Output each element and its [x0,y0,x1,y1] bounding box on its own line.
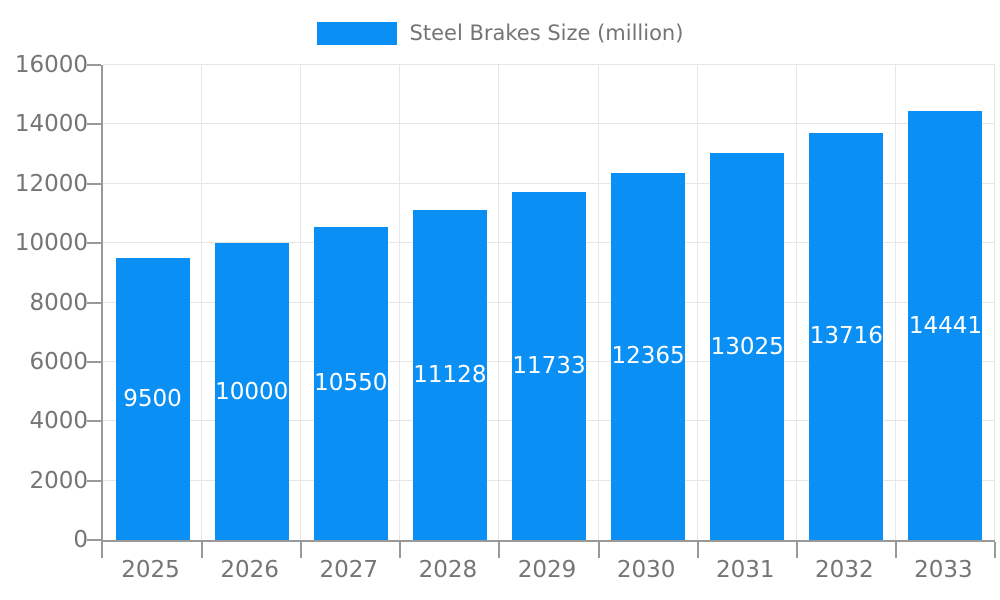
y-axis-tick [87,360,101,363]
y-axis-tick [87,420,101,423]
bar[interactable]: 13025 [710,153,785,540]
x-axis-tick [498,542,501,558]
x-axis-tick-label: 2032 [815,557,874,583]
x-axis-tick-label: 2028 [418,557,478,583]
y-axis-tick [87,123,101,126]
x-axis-tick [201,542,204,558]
bar[interactable]: 11733 [512,191,586,540]
vertical-gridline [597,65,599,540]
y-axis-tick-label: 2000 [29,467,88,494]
y-axis-tick-label: 14000 [14,111,88,138]
y-axis-tick-label: 12000 [14,170,88,197]
bar-value-label: 10550 [314,370,388,397]
y-axis-tick-label: 16000 [14,52,88,78]
bar-value-label: 13716 [809,323,883,350]
x-axis-tick [399,542,402,558]
vertical-gridline [399,65,401,540]
plot-area: 9500 10000 10550 11128 11733 12365 13025 13716 1… [87,64,996,558]
vertical-gridline [300,65,302,540]
y-axis-tick-label: 4000 [29,408,88,435]
bar-value-label: 13025 [710,333,784,360]
y-axis-tick-label: 8000 [29,289,88,316]
x-axis-tick-label: 2029 [517,557,577,583]
legend-swatch-icon [316,21,397,45]
x-axis-tick [994,542,996,558]
y-axis-tick [87,539,101,541]
x-axis-tick [300,542,303,558]
x-axis-tick-label: 2025 [121,557,180,583]
bar[interactable]: 13716 [809,132,884,540]
bar[interactable]: 10000 [214,243,289,540]
y-axis-tick-label: 0 [73,527,88,553]
x-axis-tick-label: 2031 [715,557,775,583]
bar-value-label: 11733 [512,352,586,379]
x-axis-tick [894,542,897,558]
x-axis-tick [795,542,798,558]
y-axis-tick [87,479,101,482]
y-axis-tick-label: 10000 [14,230,88,257]
x-axis-tick [101,542,103,558]
bar[interactable]: 9500 [115,257,190,540]
horizontal-gridline [103,123,995,125]
vertical-gridline [696,65,698,540]
x-axis-tick-label: 2026 [220,557,279,583]
x-axis-tick [696,542,699,558]
x-axis-tick-label: 2033 [914,557,973,583]
bar-value-label: 14441 [908,312,983,339]
y-axis: 0 2000 4000 6000 8000 10000 12000 14000 16000 [0,52,88,553]
bar-value-label: 10000 [215,378,289,405]
x-axis-tick-label: 2030 [616,557,676,583]
bar[interactable]: 14441 [908,111,983,540]
vertical-gridline [894,65,896,540]
bar-value-label: 11128 [413,361,487,388]
y-axis-tick [87,64,101,66]
vertical-gridline [994,65,995,540]
legend-item[interactable]: Steel Brakes Size (million) [0,20,1000,46]
y-axis-tick-label: 6000 [29,348,88,375]
x-axis-tick-label: 2027 [319,557,379,583]
bar-value-label: 9500 [123,385,182,412]
vertical-gridline [498,65,500,540]
vertical-gridline [795,65,797,540]
horizontal-gridline [103,64,995,65]
horizontal-gridline [103,182,995,184]
bar[interactable]: 10550 [313,226,388,540]
x-axis-tick [597,542,600,558]
y-axis-tick [87,182,101,185]
y-axis-tick [87,301,101,304]
bar[interactable]: 12365 [611,172,686,540]
bar-value-label: 12365 [611,343,685,370]
x-axis: 2025 2026 2027 2028 2029 2030 2031 2032 2033 [101,556,993,586]
bar[interactable]: 11128 [412,209,487,540]
vertical-gridline [201,65,203,540]
legend-label: Steel Brakes Size (million) [409,21,684,45]
y-axis-tick [87,242,101,245]
